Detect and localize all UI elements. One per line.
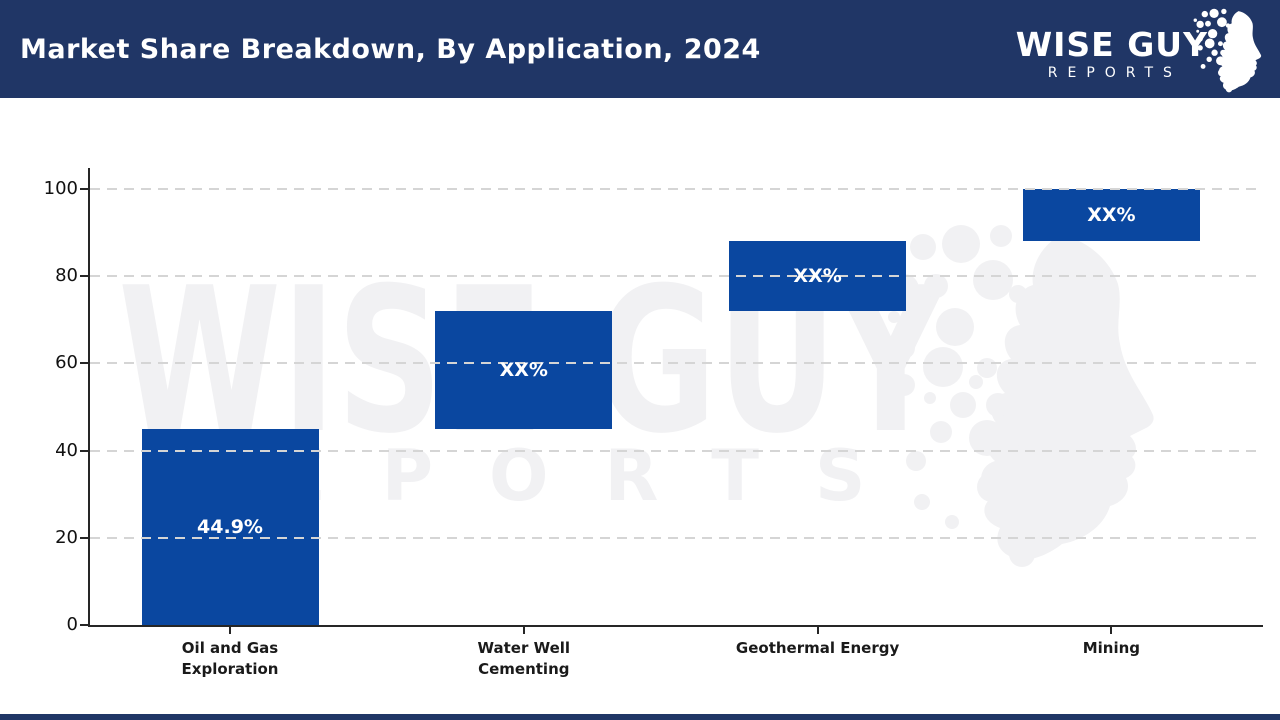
y-tick-mark-40 [80, 449, 88, 452]
y-tick-label-20: 20 [55, 526, 78, 548]
brand-wordmark: WISE GUY [1015, 24, 1208, 64]
gridline-80 [90, 275, 1262, 278]
y-tick-mark-100 [80, 188, 88, 190]
y-tick-label-80: 80 [55, 265, 78, 287]
x-tick-mark [1110, 627, 1113, 634]
bar-segment [141, 429, 319, 625]
x-tick-label-line: Geothermal Energy [735, 639, 900, 657]
bar-segment [1022, 189, 1200, 242]
x-tick-label-line: Mining [1082, 639, 1141, 657]
gridline-100 [90, 188, 1262, 190]
brand-logo-text: WISE GUY REPORTS [1015, 24, 1208, 82]
x-tick-mark [229, 627, 231, 634]
x-tick-mark [816, 627, 819, 634]
brand-head-icon [1193, 8, 1262, 93]
x-axis-line [88, 625, 1263, 627]
brand-logo: WISE GUY REPORTS [1016, 6, 1266, 96]
y-tick-mark-20 [80, 536, 88, 539]
bar-segment [435, 311, 613, 430]
x-tick-label-line: Exploration [181, 660, 279, 678]
x-tick-label: Water Well Cementing [394, 638, 654, 680]
y-tick-label-60: 60 [55, 352, 78, 374]
footer-bar [0, 714, 1280, 720]
y-tick-mark-60 [80, 362, 88, 365]
gridline-60 [90, 362, 1262, 365]
gridline-40 [90, 449, 1262, 452]
x-tick-label-line: Cementing [478, 660, 570, 678]
y-tick-label-40: 40 [55, 439, 78, 461]
y-tick-label-0: 0 [66, 614, 78, 635]
x-tick-label: Mining [981, 638, 1241, 659]
y-tick-mark-0 [80, 624, 88, 626]
x-tick-label-line: Oil and Gas [181, 639, 279, 657]
x-tick-label: Oil and Gas Exploration [100, 638, 360, 680]
y-tick-mark-80 [80, 275, 88, 278]
gridline-20 [90, 536, 1262, 539]
x-tick-label: Geothermal Energy [688, 638, 948, 659]
page-title: Market Share Breakdown, By Application, … [20, 33, 761, 65]
x-tick-mark [522, 627, 525, 634]
y-tick-label-100: 100 [43, 178, 78, 199]
brand-reports-text: REPORTS [1047, 64, 1182, 81]
app-header: Market Share Breakdown, By Application, … [0, 0, 1280, 98]
y-axis-line [88, 168, 90, 627]
x-tick-label-line: Water Well [477, 639, 571, 657]
